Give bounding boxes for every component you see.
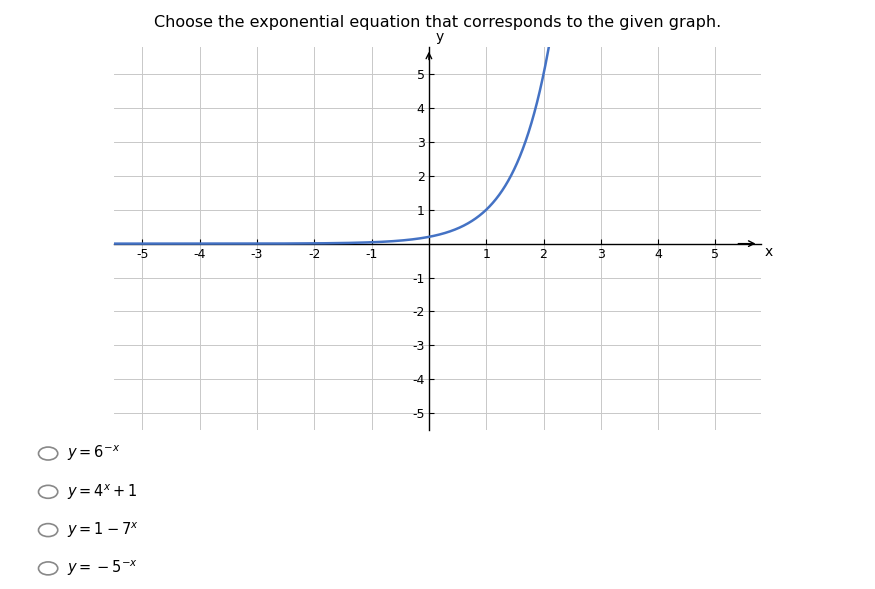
Text: $y = 1 - 7^{x}$: $y = 1 - 7^{x}$: [67, 520, 139, 540]
Text: $y = 4^{x} + 1$: $y = 4^{x} + 1$: [67, 482, 138, 502]
Text: $y = 6^{-x}$: $y = 6^{-x}$: [67, 444, 121, 464]
Text: x: x: [764, 245, 773, 259]
Text: Choose the exponential equation that corresponds to the given graph.: Choose the exponential equation that cor…: [154, 15, 721, 29]
Text: $y = -5^{-x}$: $y = -5^{-x}$: [67, 558, 138, 578]
Text: y: y: [435, 29, 444, 44]
